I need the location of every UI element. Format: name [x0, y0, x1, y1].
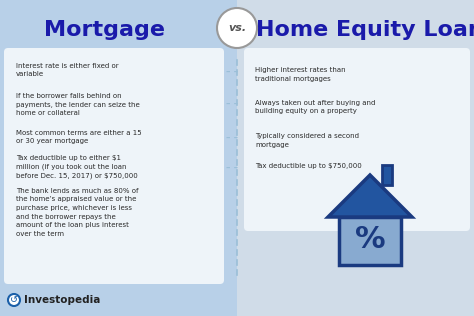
- Text: Tax deductible up to either $1
million (if you took out the loan
before Dec. 15,: Tax deductible up to either $1 million (…: [16, 155, 138, 179]
- FancyBboxPatch shape: [339, 217, 401, 265]
- Text: – –: – –: [226, 132, 238, 142]
- FancyBboxPatch shape: [4, 48, 224, 284]
- FancyBboxPatch shape: [244, 48, 470, 231]
- Bar: [237, 0, 474, 316]
- Text: Higher interest rates than
traditional mortgages: Higher interest rates than traditional m…: [255, 67, 346, 82]
- Text: – –: – –: [226, 66, 238, 76]
- Polygon shape: [328, 175, 412, 217]
- Text: Investopedia: Investopedia: [24, 295, 100, 305]
- Text: The bank lends as much as 80% of
the home’s appraised value or the
purchase pric: The bank lends as much as 80% of the hom…: [16, 188, 138, 236]
- Bar: [0, 0, 237, 316]
- Circle shape: [217, 8, 257, 48]
- Circle shape: [8, 294, 20, 306]
- Text: Tax deductible up to $750,000: Tax deductible up to $750,000: [255, 163, 362, 169]
- Text: Interest rate is either fixed or
variable: Interest rate is either fixed or variabl…: [16, 63, 118, 77]
- Text: Mortgage: Mortgage: [45, 20, 165, 40]
- Text: – –: – –: [226, 100, 238, 108]
- Text: If the borrower falls behind on
payments, the lender can seize the
home or colla: If the borrower falls behind on payments…: [16, 93, 140, 116]
- Bar: [382, 165, 392, 185]
- Text: – –: – –: [226, 162, 238, 172]
- Text: Most common terms are either a 15
or 30 year mortgage: Most common terms are either a 15 or 30 …: [16, 130, 142, 144]
- Text: %: %: [355, 224, 385, 253]
- Text: Home Equity Loan: Home Equity Loan: [256, 20, 474, 40]
- Text: Typically considered a second
mortgage: Typically considered a second mortgage: [255, 133, 359, 148]
- Text: vs.: vs.: [228, 23, 246, 33]
- Text: Always taken out after buying and
building equity on a property: Always taken out after buying and buildi…: [255, 100, 375, 114]
- Text: ↺: ↺: [10, 295, 18, 305]
